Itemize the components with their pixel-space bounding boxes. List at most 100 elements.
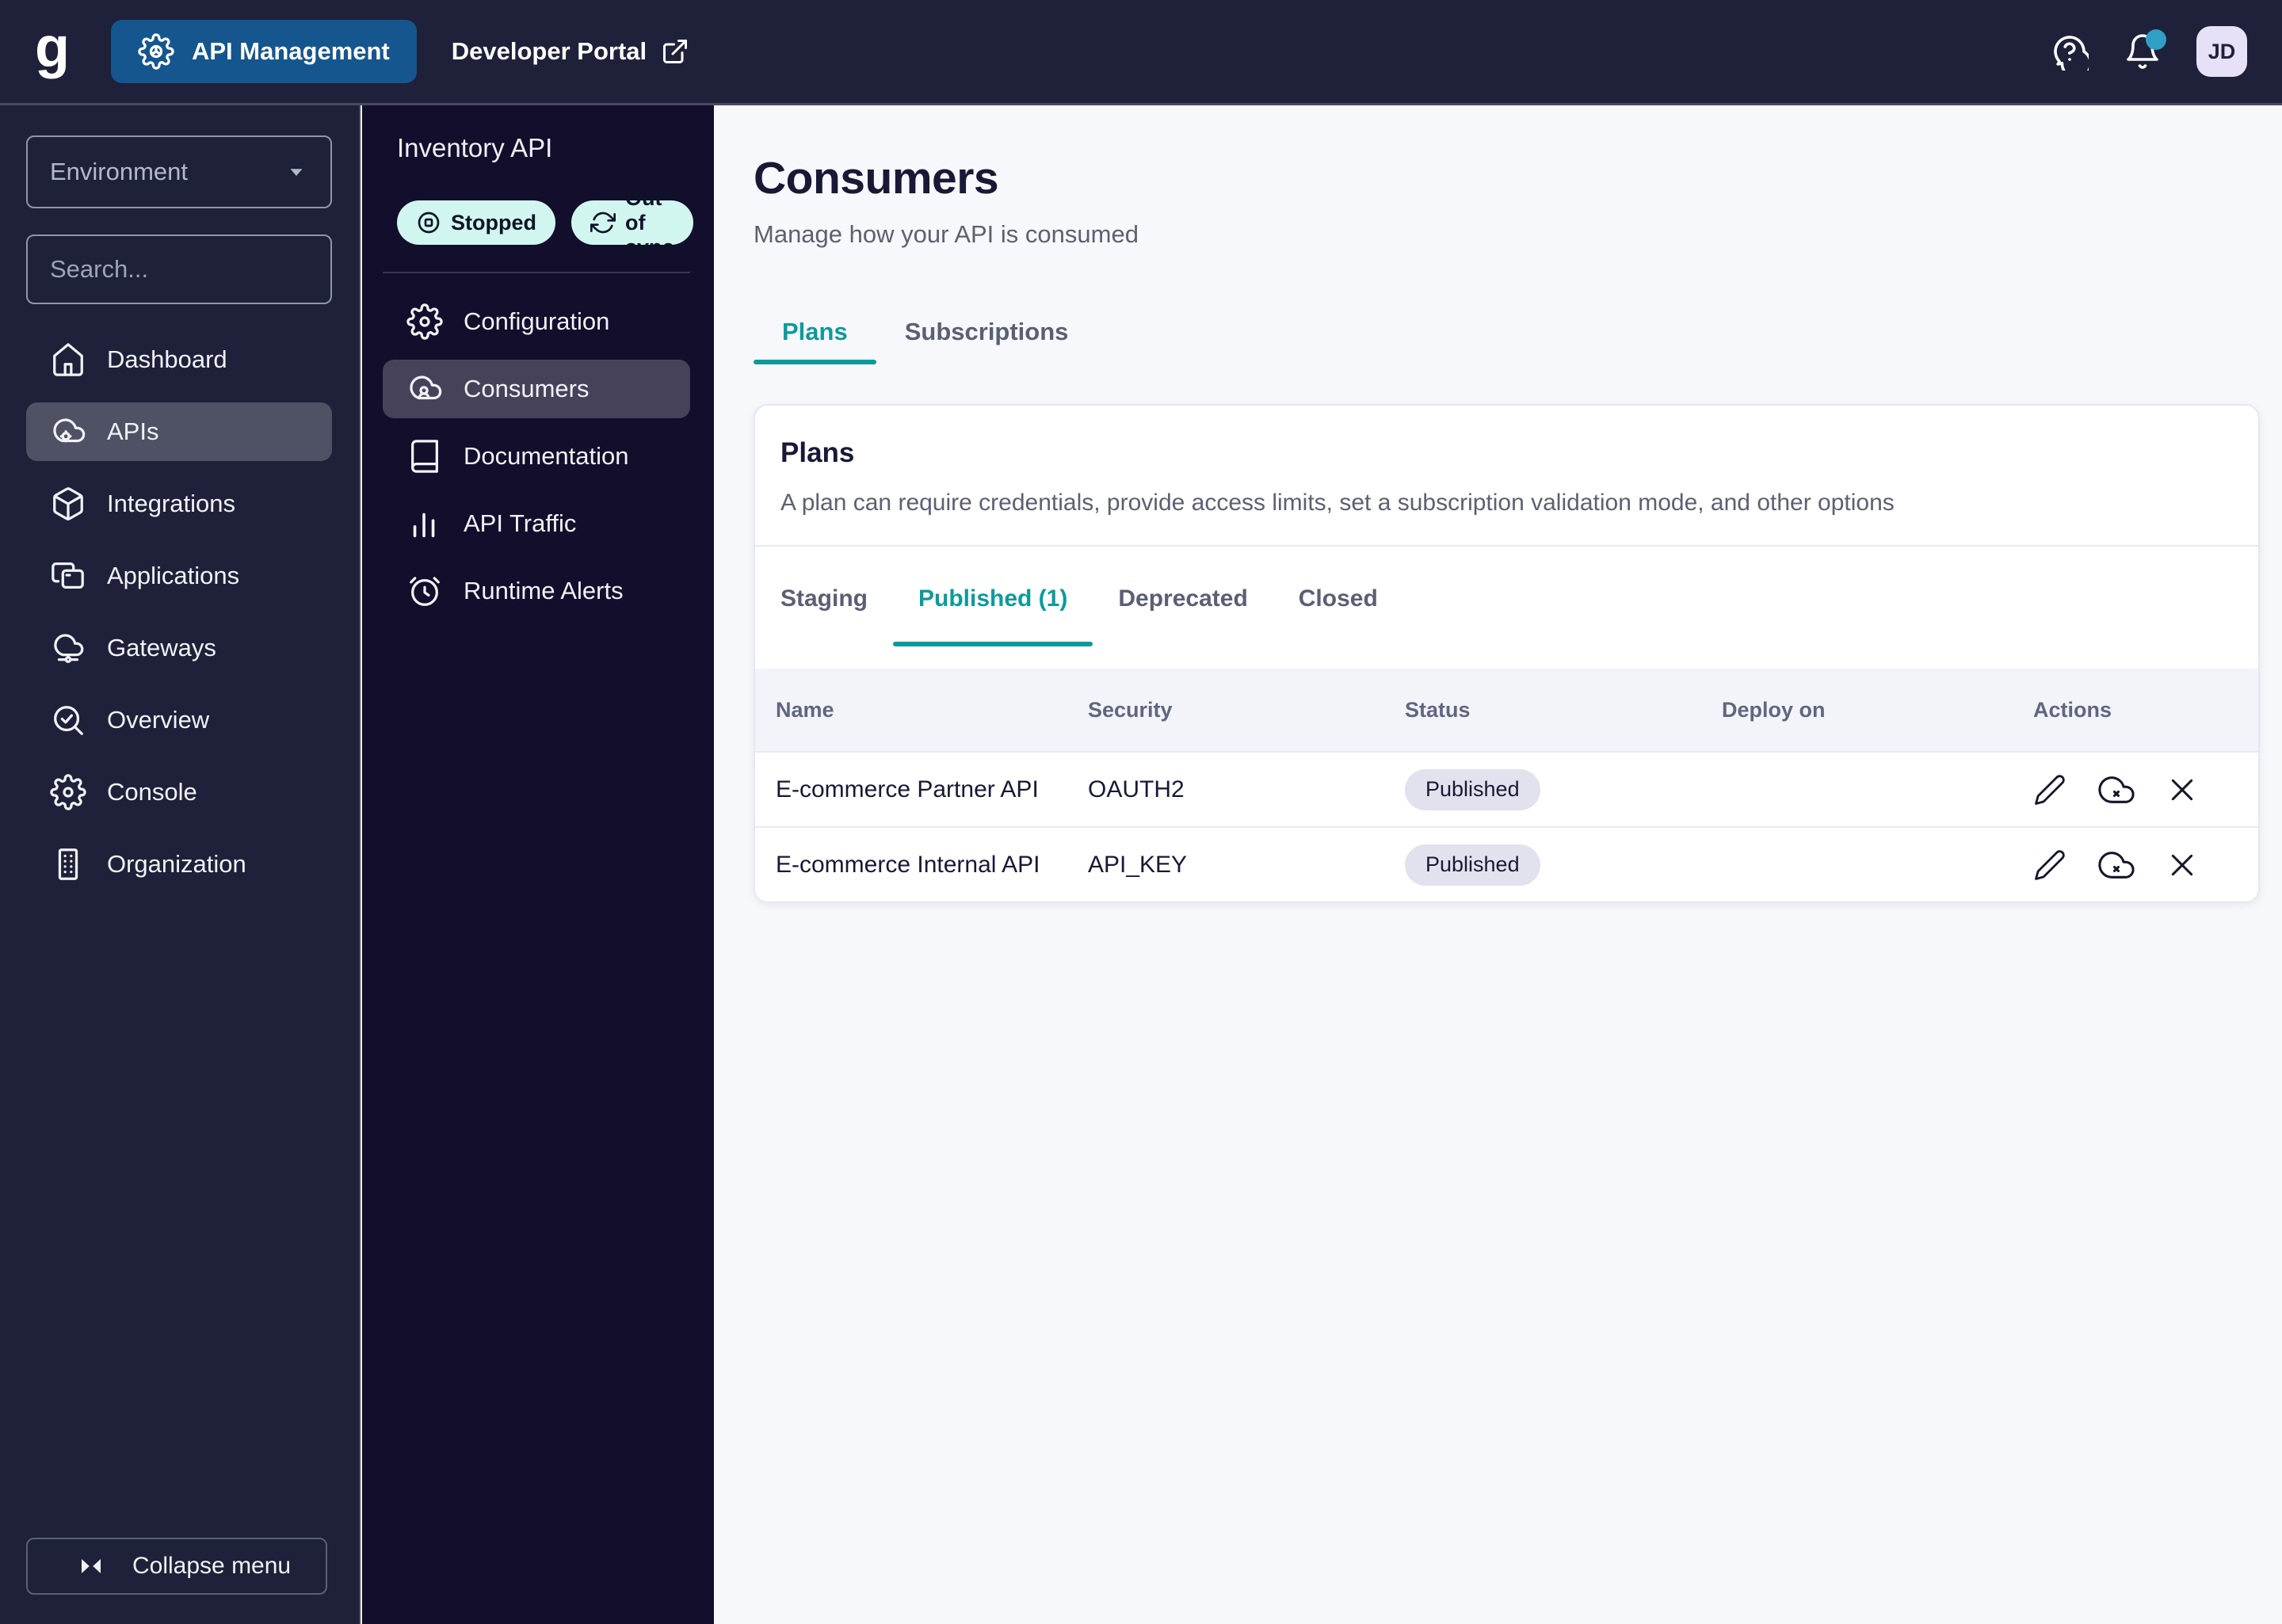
api-status-badges: Stopped Out of sync — [383, 186, 693, 259]
developer-portal-link[interactable]: Developer Portal — [452, 37, 689, 66]
tab-closed[interactable]: Closed — [1273, 551, 1403, 646]
api-management-button[interactable]: API Management — [110, 20, 417, 83]
book-icon — [406, 438, 443, 475]
user-avatar[interactable]: JD — [2196, 26, 2247, 77]
api-name-title: Inventory API — [397, 133, 553, 162]
status-badge-label: Stopped — [451, 210, 536, 234]
api-sidebar-item-label: Runtime Alerts — [464, 577, 624, 604]
environment-label: Environment — [50, 158, 189, 185]
sidebar-item-overview[interactable]: Overview — [26, 691, 332, 749]
plans-table: Name Security Status Deploy on Actions E… — [755, 669, 2258, 902]
windows-icon — [50, 558, 86, 594]
top-bar: g API Management Developer Portal — [0, 0, 2282, 105]
tab-deprecated[interactable]: Deprecated — [1093, 551, 1273, 646]
search-input[interactable] — [50, 255, 366, 284]
stop-icon — [416, 210, 441, 235]
status-badge-out-of-sync: Out of sync — [571, 186, 693, 259]
active-tab-indicator — [893, 642, 1093, 646]
close-icon[interactable] — [2166, 849, 2198, 881]
table-row: E-commerce Internal API API_KEY Publishe… — [755, 826, 2258, 902]
row-actions — [2033, 847, 2258, 883]
status-badge: Published — [1405, 768, 1540, 810]
api-sidebar-nav: Configuration Consumers Documentation — [383, 292, 690, 620]
table-row: E-commerce Partner API OAUTH2 Published — [755, 751, 2258, 826]
api-sidebar-item-label: Documentation — [464, 442, 629, 470]
sidebar-item-label: Gateways — [107, 634, 216, 661]
cloud-gear-icon — [50, 414, 86, 450]
notifications-bell-icon[interactable] — [2124, 29, 2166, 71]
close-icon[interactable] — [2166, 774, 2198, 806]
divider — [383, 272, 690, 273]
api-sidebar-item-consumers[interactable]: Consumers — [383, 360, 690, 418]
tab-subscriptions[interactable]: Subscriptions — [876, 299, 1097, 364]
alarm-clock-icon — [406, 573, 443, 609]
api-sidebar-item-configuration[interactable]: Configuration — [383, 292, 690, 351]
tab-plans[interactable]: Plans — [754, 299, 876, 364]
sidebar-item-apis[interactable]: APIs — [26, 402, 332, 461]
gear-icon — [50, 774, 86, 810]
api-sidebar-item-label: API Traffic — [464, 509, 577, 537]
tab-label: Published (1) — [918, 585, 1068, 612]
edit-icon[interactable] — [2033, 773, 2066, 806]
collapse-icon — [77, 1555, 105, 1577]
gear-wheel-icon — [138, 33, 174, 70]
cloud-node-icon — [50, 630, 86, 666]
plans-card-header: Plans A plan can require credentials, pr… — [755, 406, 2258, 547]
home-icon — [50, 341, 86, 378]
undeploy-cloud-x-icon[interactable] — [2098, 772, 2135, 808]
collapse-menu-button[interactable]: Collapse menu — [26, 1538, 327, 1595]
collapse-menu-label: Collapse menu — [132, 1553, 292, 1579]
edit-icon[interactable] — [2033, 848, 2066, 882]
sidebar-item-applications[interactable]: Applications — [26, 547, 332, 605]
sidebar-search — [26, 234, 395, 304]
search-check-icon — [50, 702, 86, 738]
tab-staging[interactable]: Staging — [755, 551, 893, 646]
sidebar-item-integrations[interactable]: Integrations — [26, 475, 332, 533]
tab-label: Staging — [780, 585, 868, 612]
tab-published[interactable]: Published (1) — [893, 551, 1093, 646]
consumers-tabs: Plans Subscriptions — [754, 299, 2260, 364]
sidebar-item-organization[interactable]: Organization — [26, 835, 332, 894]
plans-card-description: A plan can require credentials, provide … — [780, 490, 1895, 516]
cloud-user-icon — [406, 371, 443, 407]
gravitee-logo[interactable]: g — [35, 16, 70, 79]
sidebar-item-label: APIs — [107, 417, 159, 445]
active-tab-indicator — [754, 360, 876, 364]
api-sidebar-item-api-traffic[interactable]: API Traffic — [383, 494, 690, 553]
page-title: Consumers — [754, 153, 999, 204]
tab-label: Subscriptions — [904, 318, 1069, 345]
help-icon[interactable] — [2051, 32, 2089, 71]
sidebar-item-label: Dashboard — [107, 345, 227, 373]
sidebar-item-label: Applications — [107, 562, 240, 589]
undeploy-cloud-x-icon[interactable] — [2098, 847, 2135, 883]
sidebar-item-label: Console — [107, 778, 197, 806]
api-sidebar-item-label: Configuration — [464, 307, 610, 335]
column-header-security: Security — [1088, 697, 1173, 722]
main-sidebar: Environment Dashboard — [0, 105, 395, 1624]
api-sidebar-item-runtime-alerts[interactable]: Runtime Alerts — [383, 562, 690, 620]
sidebar-item-gateways[interactable]: Gateways — [26, 619, 332, 677]
environment-select[interactable]: Environment — [26, 135, 332, 208]
api-management-label: API Management — [191, 37, 390, 65]
api-sidebar-item-documentation[interactable]: Documentation — [383, 427, 690, 486]
column-header-status: Status — [1405, 697, 1471, 722]
plan-name: E-commerce Internal API — [776, 851, 1040, 878]
api-sidebar: Inventory API Stopped Out of sync — [362, 105, 714, 1624]
bar-chart-icon — [406, 505, 443, 542]
plan-status-tabs: Staging Published (1) Deprecated Closed — [755, 547, 2258, 646]
row-actions — [2033, 772, 2258, 808]
column-header-name: Name — [776, 697, 834, 722]
gear-icon — [406, 303, 443, 340]
building-icon — [50, 846, 86, 883]
sidebar-item-label: Overview — [107, 706, 210, 734]
sidebar-item-label: Integrations — [107, 490, 235, 517]
status-badge-label: Out of sync — [625, 185, 674, 259]
sidebar-item-dashboard[interactable]: Dashboard — [26, 330, 332, 389]
sidebar-item-console[interactable]: Console — [26, 763, 332, 822]
sync-icon — [590, 210, 616, 235]
plan-security: API_KEY — [1088, 851, 1188, 878]
tab-label: Deprecated — [1118, 585, 1248, 612]
sidebar-item-label: Organization — [107, 850, 246, 878]
developer-portal-label: Developer Portal — [451, 37, 647, 65]
column-header-actions: Actions — [2033, 697, 2112, 722]
